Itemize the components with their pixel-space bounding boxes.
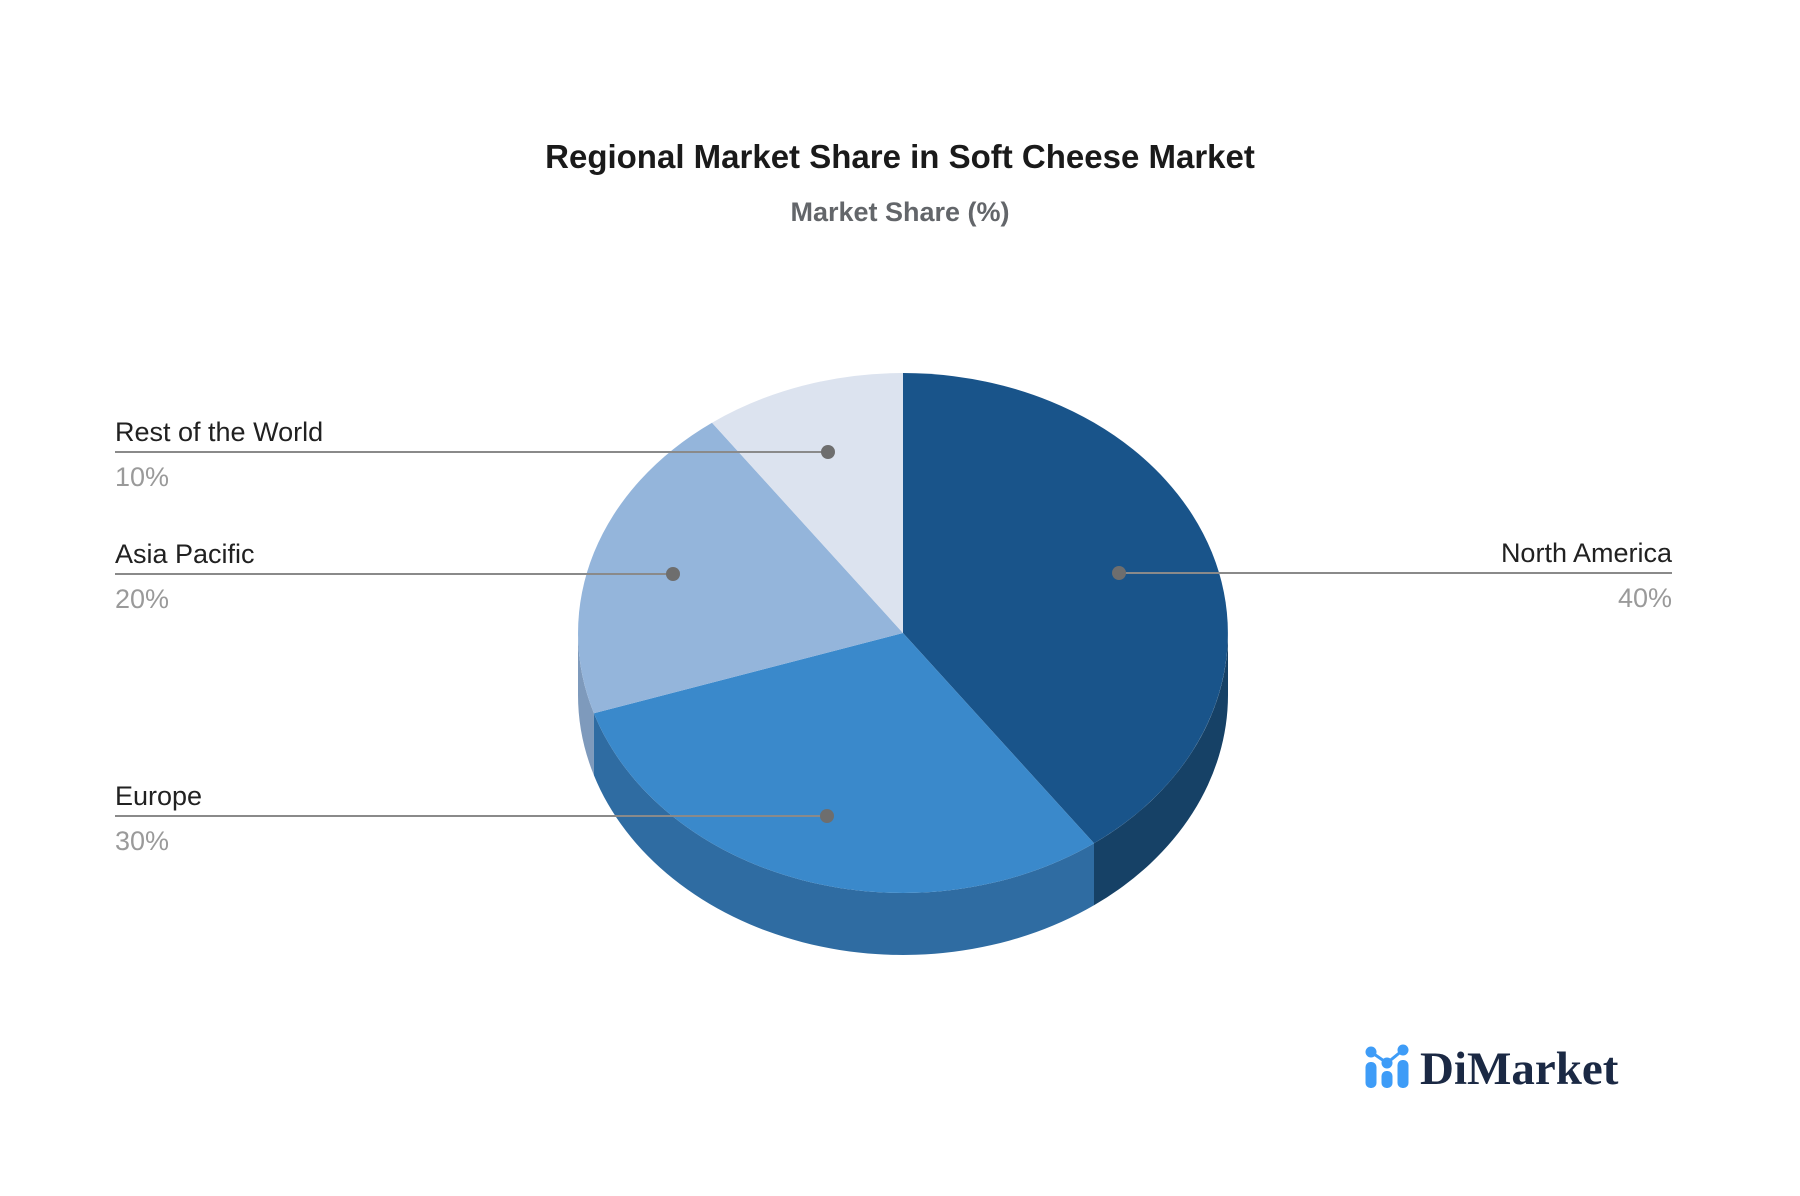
slice-label: Europe xyxy=(115,781,202,811)
pie-slice-north-america[interactable] xyxy=(903,373,1228,844)
slice-percent: 30% xyxy=(115,826,169,856)
chart-title: Regional Market Share in Soft Cheese Mar… xyxy=(545,138,1255,175)
leader-dot xyxy=(821,445,835,459)
slice-percent: 10% xyxy=(115,462,169,492)
pie-slice-europe[interactable] xyxy=(593,633,1094,893)
pie-3d-sides xyxy=(578,633,1228,955)
label-rest-of-world: Rest of the World 10% xyxy=(115,417,835,492)
leader-dot xyxy=(666,567,680,581)
label-europe: Europe 30% xyxy=(115,781,834,856)
pie-side-europe xyxy=(593,713,1094,955)
pie-slice-rest-of-world[interactable] xyxy=(712,373,903,633)
slice-label: Asia Pacific xyxy=(115,539,255,569)
brand-name: DiMarket xyxy=(1420,1043,1619,1095)
slice-label: North America xyxy=(1501,538,1673,568)
pie-side-asia-pacific xyxy=(578,633,594,776)
pie-side-north-america xyxy=(1094,633,1228,906)
slice-percent: 40% xyxy=(1618,583,1672,613)
label-asia-pacific: Asia Pacific 20% xyxy=(115,539,680,614)
slice-percent: 20% xyxy=(115,584,169,614)
brand-logo: DiMarket xyxy=(1365,1043,1619,1095)
chart-subtitle: Market Share (%) xyxy=(790,197,1009,227)
pie-3d-top xyxy=(578,373,1228,893)
label-north-america: North America 40% xyxy=(1112,538,1673,613)
leader-dot xyxy=(1112,566,1126,580)
leader-dot xyxy=(820,809,834,823)
pie-slice-asia-pacific[interactable] xyxy=(578,422,903,714)
slice-label: Rest of the World xyxy=(115,417,323,447)
bar-line-chart-logo-icon xyxy=(1365,1044,1409,1088)
